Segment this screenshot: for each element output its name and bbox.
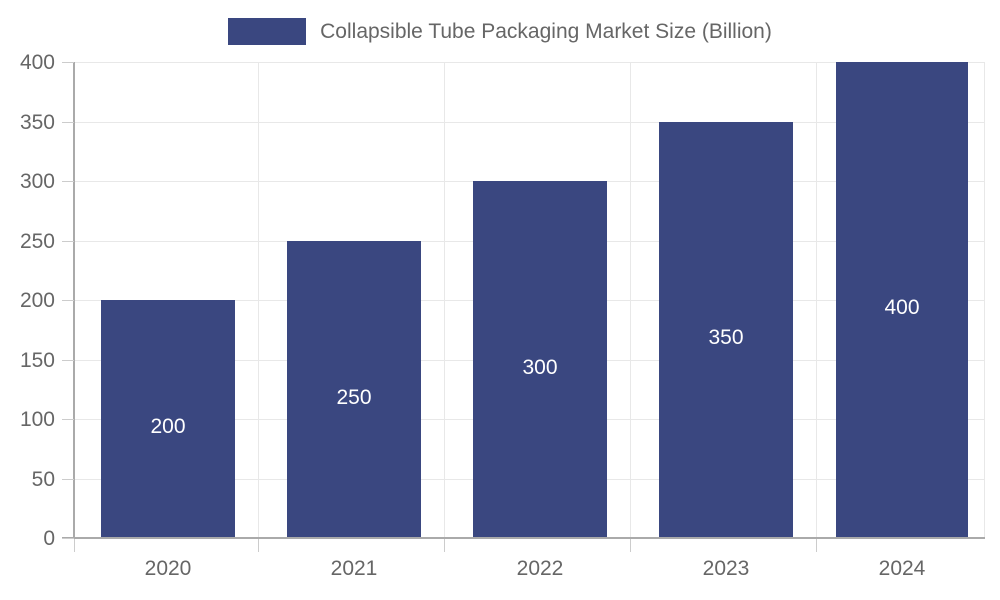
- plot-right-border: [984, 62, 985, 538]
- x-axis-spine: [62, 537, 985, 539]
- bar-value-2022: 300: [522, 356, 558, 379]
- y-axis-spine: [73, 62, 75, 539]
- chart-legend: Collapsible Tube Packaging Market Size (…: [0, 10, 1000, 52]
- plot-area: 200 250 300 350 400: [74, 62, 985, 538]
- bar-2023[interactable]: [659, 121, 793, 538]
- y-tick-label-250: 250: [19, 229, 55, 253]
- x-tick-label-2020: 2020: [144, 557, 192, 580]
- gridline-v-1: [258, 62, 259, 538]
- y-tick-mark-150: [62, 359, 74, 361]
- y-tick-label-100: 100: [19, 408, 55, 431]
- y-tick-mark-0: [62, 538, 74, 539]
- gridline-h-350: [74, 121, 985, 123]
- x-tick-mark-4: [816, 539, 817, 552]
- y-tick-mark-250: [62, 240, 74, 242]
- x-tick-mark-3: [630, 539, 631, 552]
- y-tick-label-0: 0: [43, 527, 55, 550]
- y-tick-mark-300: [62, 181, 74, 182]
- y-tick-label-150: 150: [19, 348, 55, 372]
- y-tick-label-50: 50: [31, 467, 55, 491]
- x-tick-label-2024: 2024: [878, 557, 926, 580]
- y-tick-mark-400: [62, 62, 74, 63]
- y-tick-label-400: 400: [19, 51, 55, 74]
- y-tick-label-300: 300: [19, 170, 55, 193]
- bar-value-2021: 250: [336, 386, 372, 409]
- bar-value-2023: 350: [708, 326, 744, 349]
- gridline-v-3: [630, 62, 631, 538]
- x-tick-label-2021: 2021: [330, 557, 378, 580]
- y-tick-mark-100: [62, 419, 74, 420]
- x-tick-mark-1: [258, 539, 259, 552]
- x-tick-mark-2: [444, 539, 445, 552]
- y-tick-mark-200: [62, 300, 74, 301]
- legend-swatch-icon: [228, 17, 307, 45]
- bar-2020[interactable]: [101, 300, 235, 538]
- bar-2021[interactable]: [287, 240, 421, 538]
- y-tick-mark-350: [62, 121, 74, 123]
- bar-2022[interactable]: [473, 181, 607, 538]
- gridline-v-4: [816, 62, 817, 538]
- gridline-h-400: [74, 62, 985, 63]
- x-tick-label-2022: 2022: [516, 557, 564, 580]
- gridline-v-2: [444, 62, 445, 538]
- x-tick-mark-0: [74, 539, 75, 552]
- y-tick-label-350: 350: [19, 110, 55, 134]
- y-tick-mark-50: [62, 478, 74, 480]
- bar-value-2024: 400: [884, 296, 920, 319]
- bar-value-2020: 200: [150, 415, 186, 438]
- x-tick-label-2023: 2023: [702, 557, 750, 580]
- y-tick-label-200: 200: [19, 289, 55, 312]
- legend-label[interactable]: Collapsible Tube Packaging Market Size (…: [320, 19, 772, 43]
- bar-2024[interactable]: [836, 62, 968, 538]
